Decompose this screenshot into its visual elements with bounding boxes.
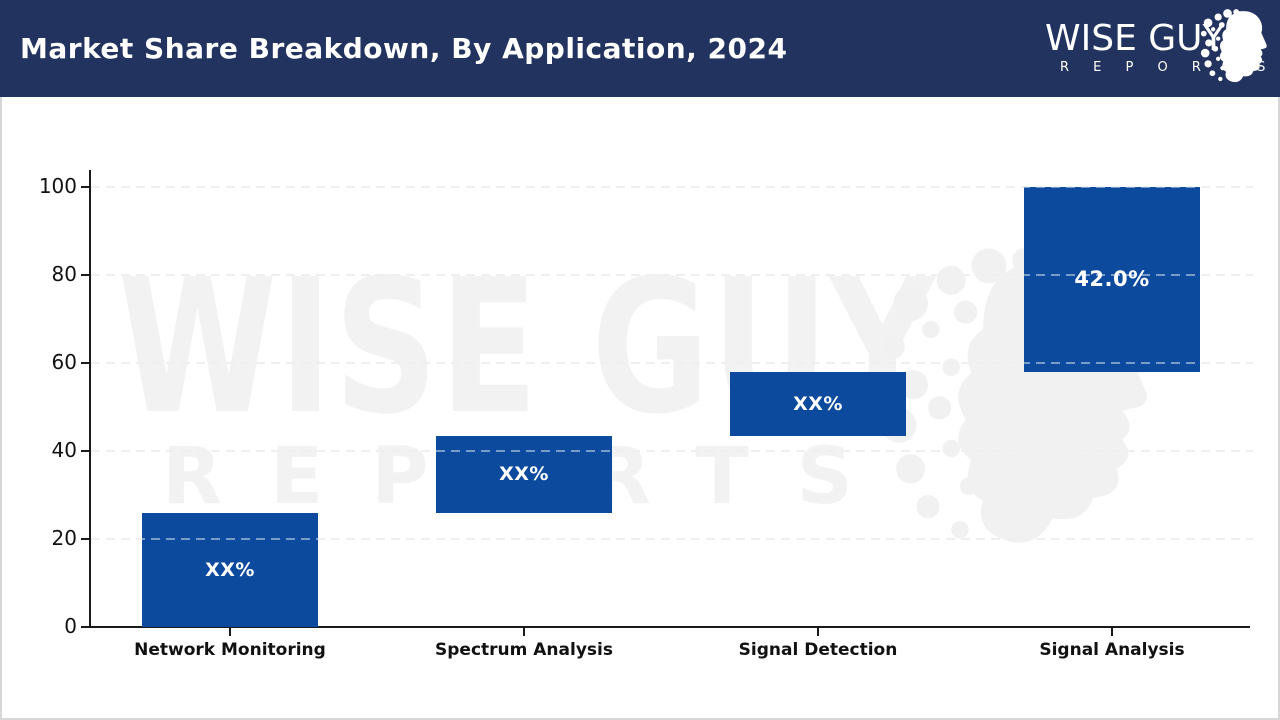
x-category-label-3: Signal Detection <box>738 640 898 660</box>
bar-segment-4: 42.0% <box>1024 187 1200 372</box>
y-tick-100 <box>81 186 89 188</box>
bar-value-label: XX% <box>205 558 255 581</box>
wise-guy-logo: WISE GUY R E P O R T S <box>1010 0 1272 97</box>
x-tick-3 <box>817 628 819 636</box>
y-tick-40 <box>81 450 89 452</box>
x-tick-2 <box>523 628 525 636</box>
y-tick-label-80: 80 <box>51 262 77 286</box>
bar-segment-3: XX% <box>730 371 906 436</box>
y-tick-80 <box>81 274 89 276</box>
y-tick-label-40: 40 <box>51 438 77 462</box>
x-tick-4 <box>1111 628 1113 636</box>
bar-segment-1: XX% <box>142 512 318 627</box>
y-tick-label-20: 20 <box>51 526 77 550</box>
bar-value-label: XX% <box>793 392 843 415</box>
y-tick-label-100: 100 <box>38 174 77 198</box>
y-tick-0 <box>81 626 89 628</box>
y-tick-60 <box>81 362 89 364</box>
bar-value-label: XX% <box>499 463 549 486</box>
logo-wordmark: WISE GUY <box>1045 18 1225 59</box>
gridline-overlay-y80 <box>91 274 1253 276</box>
y-tick-label-0: 0 <box>64 614 77 638</box>
y-axis-line <box>89 170 91 628</box>
x-tick-1 <box>229 628 231 636</box>
gridline-overlay-y60 <box>91 362 1253 364</box>
logo-face-icon <box>1200 9 1267 83</box>
x-category-label-2: Spectrum Analysis <box>435 640 613 660</box>
gridline-overlay-y20 <box>91 538 1253 540</box>
x-category-label-4: Signal Analysis <box>1039 640 1185 660</box>
gridline-y60 <box>91 362 1253 364</box>
gridline-y40 <box>91 450 1253 452</box>
x-axis-line <box>89 626 1250 628</box>
gridline-y100 <box>91 186 1253 188</box>
bar-segment-2: XX% <box>436 435 612 513</box>
y-tick-label-60: 60 <box>51 350 77 374</box>
bar-value-label: 42.0% <box>1074 267 1150 292</box>
y-tick-20 <box>81 538 89 540</box>
x-category-label-1: Network Monitoring <box>134 640 326 660</box>
gridline-y20 <box>91 538 1253 540</box>
header-bar: Market Share Breakdown, By Application, … <box>0 0 1280 97</box>
chart-title: Market Share Breakdown, By Application, … <box>20 32 788 65</box>
gridline-overlay-y40 <box>91 450 1253 452</box>
gridline-y80 <box>91 274 1253 276</box>
gridline-overlay-y100 <box>91 186 1253 188</box>
